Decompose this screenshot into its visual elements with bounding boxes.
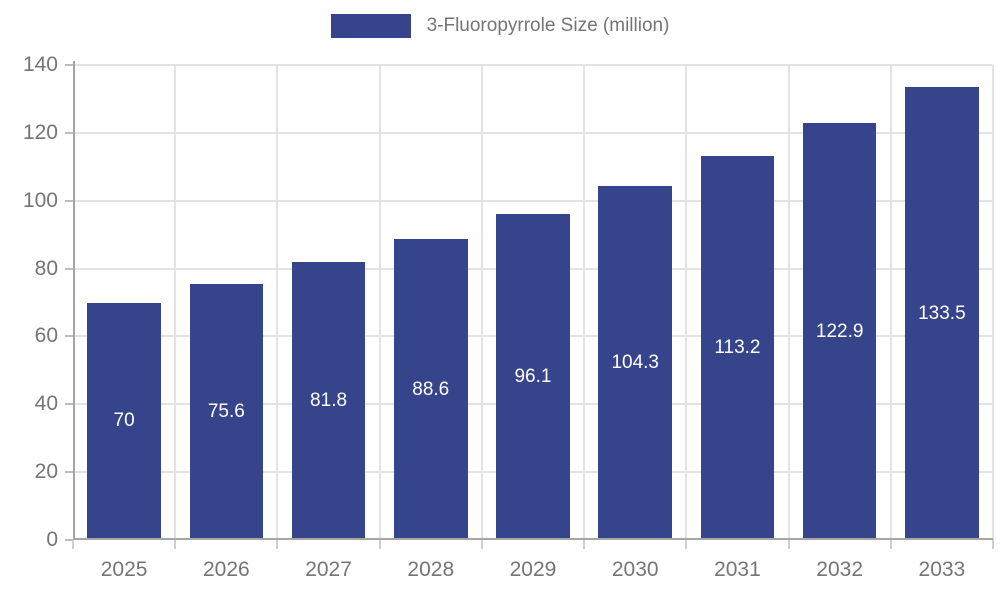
bar-value-label: 122.9: [815, 320, 864, 342]
bar: 96.1: [496, 213, 570, 540]
x-axis-label: 2030: [611, 558, 659, 581]
legend: 3-Fluoropyrrole Size (million): [0, 14, 1000, 38]
x-axis-label: 2032: [816, 558, 864, 581]
y-axis-label: 80: [34, 256, 58, 280]
y-axis-label: 120: [22, 120, 58, 144]
y-axis-tick: [65, 335, 73, 338]
x-axis-label: 2026: [202, 558, 250, 581]
bar-value-label: 88.6: [412, 378, 450, 400]
gridline-vertical: [889, 65, 892, 540]
gridline-vertical: [276, 65, 279, 540]
y-axis-label: 100: [22, 188, 58, 212]
x-axis-tick: [276, 540, 279, 549]
bar-value-label: 133.5: [918, 302, 966, 324]
x-axis-tick: [685, 540, 688, 549]
gridline-horizontal: [73, 131, 993, 134]
y-axis-tick: [65, 403, 73, 406]
y-axis-label: 20: [34, 460, 58, 484]
gridline-vertical: [174, 65, 177, 540]
bar: 113.2: [700, 155, 775, 540]
bar: 133.5: [905, 87, 979, 540]
x-axis-tick: [480, 540, 483, 549]
y-axis-tick: [65, 131, 73, 134]
y-axis-label: 140: [22, 53, 58, 76]
x-axis-tick: [992, 540, 994, 549]
x-axis-label: 2028: [407, 558, 455, 581]
bar-value-label: 70: [113, 410, 135, 432]
gridline-horizontal: [73, 64, 993, 66]
x-axis-tick: [378, 540, 381, 549]
gridline-vertical: [378, 65, 381, 540]
legend-label: 3-Fluoropyrrole Size (million): [426, 15, 670, 36]
x-axis-tick: [889, 540, 892, 549]
gridline-vertical: [685, 65, 688, 540]
x-axis-tick: [174, 540, 177, 549]
y-axis-tick: [65, 539, 73, 541]
y-axis-tick: [65, 267, 73, 270]
bar: 104.3: [598, 186, 673, 540]
y-axis-tick: [65, 64, 73, 66]
gridline-horizontal: [73, 199, 993, 202]
gridline-vertical: [480, 65, 483, 540]
x-axis-tick: [787, 540, 790, 549]
x-axis-tick: [583, 540, 586, 549]
x-axis-tick: [72, 540, 74, 549]
bar: 88.6: [393, 239, 468, 540]
bar-value-label: 75.6: [207, 400, 245, 422]
x-axis-label: 2029: [509, 558, 557, 581]
x-axis-line: [73, 538, 993, 540]
y-axis-label: 60: [34, 324, 58, 348]
bar: 75.6: [189, 283, 264, 540]
x-axis-label: 2031: [714, 558, 761, 581]
legend-swatch: [330, 14, 411, 38]
gridline-vertical: [992, 65, 994, 540]
bar-value-label: 104.3: [611, 352, 659, 374]
y-axis-label: 40: [34, 392, 58, 416]
bar-value-label: 113.2: [714, 336, 761, 358]
plot-area: 70 75.6 81.8 88.6 96.1 104.3 113.2 122.9 133.5: [65, 61, 994, 549]
x-axis-label: 2025: [100, 558, 148, 581]
y-axis-label: 0: [46, 528, 58, 551]
bar: 122.9: [802, 123, 877, 540]
y-axis-tick: [65, 199, 73, 202]
y-axis-tick: [65, 471, 73, 474]
bar-value-label: 81.8: [310, 390, 348, 412]
bar: 70: [87, 302, 161, 540]
gridline-vertical: [583, 65, 586, 540]
bar: 81.8: [291, 262, 366, 540]
x-axis-label: 2027: [305, 558, 352, 581]
y-axis-line: [73, 61, 75, 540]
x-axis-label: 2033: [918, 558, 966, 581]
gridline-vertical: [787, 65, 790, 540]
bar-value-label: 96.1: [514, 365, 552, 387]
